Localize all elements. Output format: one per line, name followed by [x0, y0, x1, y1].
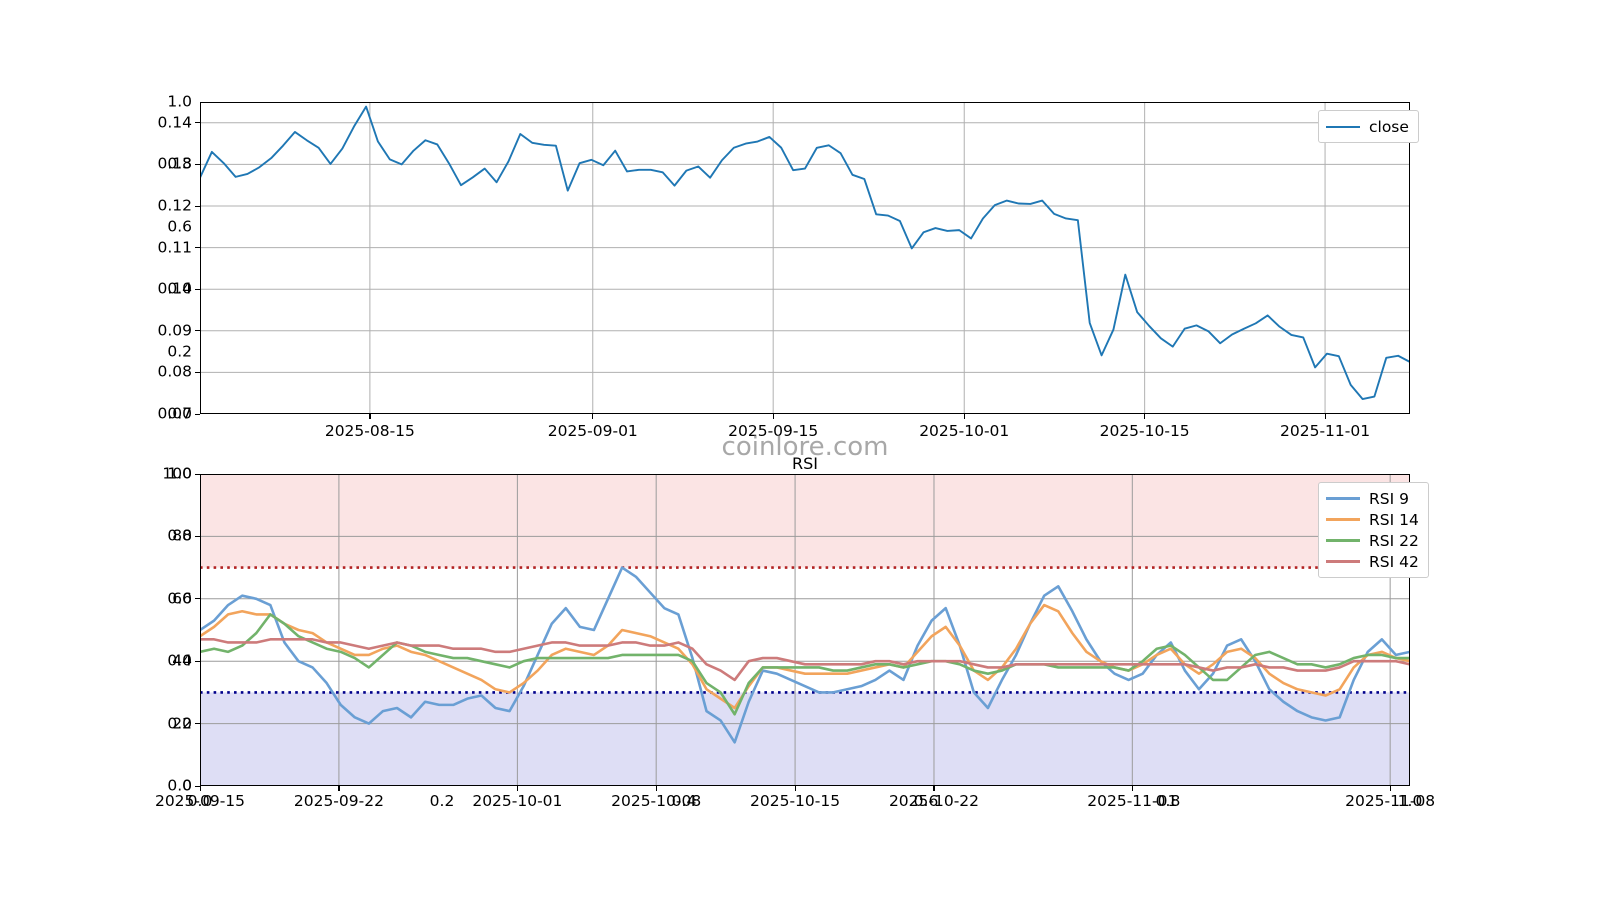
- legend-item[interactable]: close: [1326, 116, 1409, 137]
- price-x-tick-label: 2025-10-15: [1099, 422, 1190, 440]
- rsi-x-tick-mark: [199, 786, 201, 791]
- price-y-tick-mark: [195, 371, 200, 374]
- rsi-x-tick-mark: [516, 786, 519, 791]
- rsi-secondary-x-tick-label: 0.4: [671, 792, 697, 810]
- price-y-tick-label: 0.14: [157, 113, 192, 132]
- legend-item-label: RSI 14: [1369, 510, 1419, 529]
- rsi-secondary-y-tick-label: 0.4: [167, 651, 192, 670]
- legend-line-swatch: [1326, 518, 1360, 521]
- rsi-y-tick-label: 60: [172, 589, 192, 608]
- rsi-secondary-y-tick-label: 0.2: [167, 713, 192, 732]
- rsi-y-tick-mark: [195, 660, 200, 662]
- rsi-x-tick-mark: [338, 786, 340, 791]
- price-x-tick-label: 2025-10-01: [919, 422, 1010, 440]
- rsi-y-tick-mark: [195, 535, 200, 538]
- legend-line-swatch: [1326, 539, 1360, 542]
- rsi-legend[interactable]: RSI 9 RSI 14 RSI 22 RSI 42: [1318, 482, 1429, 578]
- rsi-x-tick-label: 2025-09-22: [293, 792, 384, 810]
- rsi-secondary-x-tick-label: 0.0: [187, 792, 213, 810]
- price-x-tick-label: 2025-11-01: [1280, 422, 1371, 440]
- rsi-x-tick-mark: [655, 786, 657, 791]
- price-y-tick-label: 0.07: [157, 404, 192, 423]
- rsi-secondary-y-tick-label: 0.6: [167, 589, 192, 608]
- price-secondary-y-tick-label: 0.4: [167, 279, 192, 298]
- price-secondary-y-tick-label: 0.0: [167, 404, 192, 423]
- rsi-x-tick-label: 2025-10-01: [472, 792, 563, 810]
- rsi-x-tick-mark: [794, 786, 796, 791]
- legend-item-label: RSI 42: [1369, 552, 1419, 571]
- price-y-tick-label: 0.10: [157, 279, 192, 298]
- rsi-x-tick-mark: [1389, 786, 1391, 791]
- price-x-tick-mark: [1144, 414, 1146, 419]
- price-legend[interactable]: close: [1318, 110, 1419, 143]
- legend-item[interactable]: RSI 14: [1326, 509, 1419, 530]
- price-y-tick-mark: [195, 288, 200, 290]
- price-y-tick-label: 0.12: [157, 196, 192, 215]
- legend-line-swatch: [1326, 497, 1360, 500]
- price-y-tick-label: 0.11: [157, 237, 192, 256]
- rsi-y-tick-mark: [195, 473, 200, 475]
- rsi-x-tick-label: 2025-11-01: [1087, 792, 1178, 810]
- price-y-tick-label: 0.09: [157, 321, 192, 340]
- legend-item[interactable]: RSI 42: [1326, 551, 1419, 572]
- legend-line-swatch: [1326, 560, 1360, 563]
- price-plot-area: [200, 102, 1410, 414]
- price-chart-panel: [200, 102, 1410, 414]
- rsi-y-tick-mark: [195, 598, 200, 600]
- rsi-y-tick-label: 40: [172, 651, 192, 670]
- rsi-chart-panel: [200, 474, 1410, 786]
- price-x-tick-label: 2025-09-15: [728, 422, 819, 440]
- rsi-x-tick-label: 2025-10-15: [750, 792, 841, 810]
- rsi-plot-area: [200, 474, 1410, 786]
- price-y-tick-mark: [195, 163, 200, 166]
- rsi-x-tick-mark: [1131, 786, 1133, 791]
- legend-item-label: RSI 22: [1369, 531, 1419, 550]
- rsi-y-tick-label: 20: [172, 713, 192, 732]
- rsi-secondary-y-tick-label: 1.0: [167, 464, 192, 483]
- rsi-y-tick-label: 0: [182, 776, 192, 795]
- legend-item-label: close: [1369, 117, 1409, 136]
- price-x-tick-mark: [369, 414, 371, 419]
- price-y-tick-label: 0.13: [157, 154, 192, 173]
- rsi-x-tick-label: 2025-09-15: [154, 792, 246, 810]
- price-x-tick-label: 2025-08-15: [324, 422, 415, 440]
- rsi-y-tick-mark: [195, 723, 200, 725]
- price-y-tick-mark: [195, 330, 200, 332]
- rsi-secondary-y-tick-label: 0.8: [167, 526, 192, 545]
- rsi-x-tick-label: 2025-10-22: [888, 792, 980, 810]
- rsi-y-tick-label: 100: [162, 464, 192, 483]
- legend-item[interactable]: RSI 22: [1326, 530, 1419, 551]
- rsi-y-tick-mark: [195, 785, 200, 787]
- watermark: coinlore.com: [721, 432, 889, 462]
- price-x-tick-label: 2025-09-01: [547, 422, 638, 440]
- price-y-tick-mark: [195, 413, 200, 415]
- rsi-x-tick-mark: [933, 786, 935, 791]
- price-y-tick-mark: [195, 247, 200, 249]
- legend-line-swatch: [1326, 125, 1360, 128]
- price-x-tick-mark: [772, 414, 774, 419]
- legend-item[interactable]: RSI 9: [1326, 488, 1419, 509]
- rsi-secondary-y-tick-label: 0.0: [167, 776, 192, 795]
- rsi-panel-title: RSI: [792, 454, 818, 473]
- rsi-x-tick-label: 2025-11-08: [1345, 792, 1436, 810]
- rsi-x-tick-label: 2025-10-08: [611, 792, 702, 810]
- price-y-tick-mark: [195, 122, 200, 124]
- price-x-tick-mark: [1324, 414, 1326, 419]
- legend-item-label: RSI 9: [1369, 489, 1409, 508]
- price-x-tick-mark: [963, 414, 965, 419]
- price-y-tick-mark: [195, 205, 200, 207]
- price-secondary-y-tick-label: 1.0: [167, 92, 192, 111]
- price-x-tick-mark: [592, 414, 594, 419]
- rsi-secondary-x-tick-label: 0.2: [429, 792, 455, 810]
- price-secondary-y-tick-label: 0.2: [167, 341, 192, 360]
- price-secondary-y-tick-label: 0.8: [167, 154, 192, 173]
- rsi-secondary-x-tick-label: 0.8: [1155, 792, 1181, 810]
- rsi-y-tick-label: 80: [172, 526, 192, 545]
- rsi-secondary-x-tick-label: 0.6: [913, 792, 939, 810]
- rsi-secondary-x-tick-label: 1.0: [1397, 792, 1423, 810]
- price-y-tick-label: 0.08: [157, 362, 192, 381]
- price-secondary-y-tick-label: 0.6: [167, 217, 192, 236]
